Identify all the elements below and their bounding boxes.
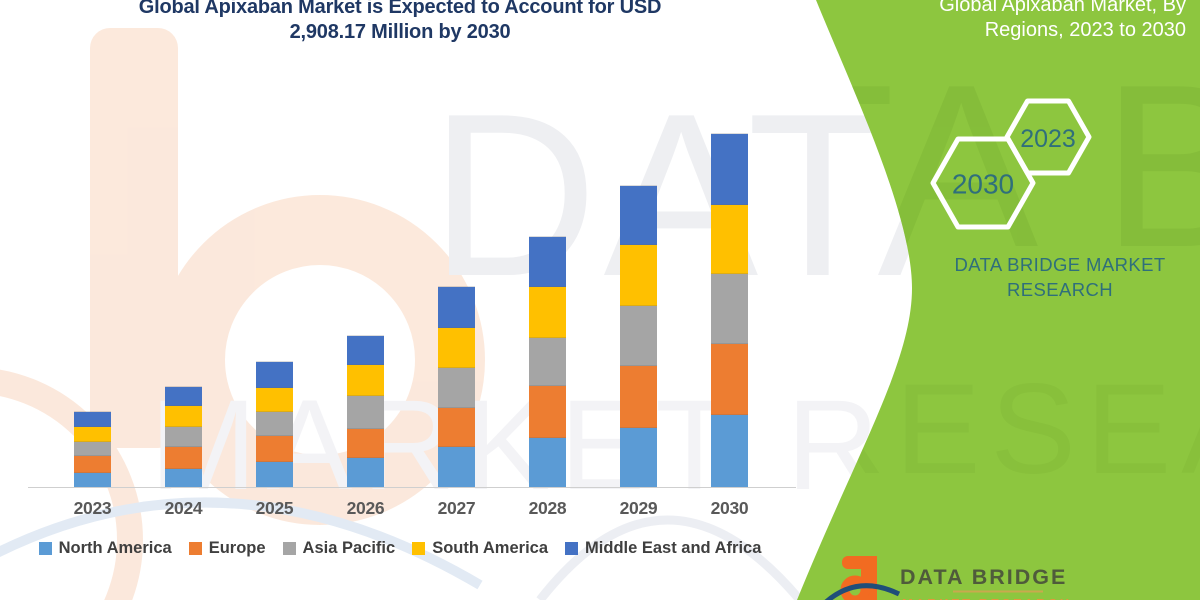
legend-label: Europe [208,539,266,557]
hexagon-2030 [930,136,1036,230]
legend-label: South America [432,539,549,557]
watermark-arc-blue [0,497,483,590]
panel-brand-line1: DATA BRIDGE MARKET [954,254,1166,275]
legend-swatch-europe [188,542,202,555]
chart-title: Global Apixaban Market is Expected to Ac… [40,0,760,45]
legend-item-north-america: North America [38,539,172,558]
footer-logo-name: DATA BRIDGE [900,565,1067,589]
legend-swatch-middle-east-and-africa [565,542,579,555]
panel-watermark-sub: MARKET RESEARCH [156,358,1200,501]
hexagon-2030-label: 2030 [952,169,1014,200]
panel-heading-line2: Regions, 2023 to 2030 [984,18,1186,41]
watermark-arc-gray [536,515,804,600]
panel-brand-line2: RESEARCH [1007,279,1113,300]
panel-heading: Global Apixaban Market, By Regions, 2023… [856,0,1186,42]
footer-logo: DATA BRIDGE MARKET RESEARCH [824,556,1072,600]
watermark-arc-peach [0,369,143,600]
chart-title-line2: 2,908.17 Million by 2030 [289,21,511,43]
legend-swatch-north-america [38,542,52,555]
logo-swoosh [824,583,901,600]
green-panel-shape [797,0,1200,600]
panel-brand: DATA BRIDGE MARKET RESEARCH [935,252,1185,302]
legend-swatch-asia-pacific [282,542,296,555]
hexagon-2023-label: 2023 [1020,125,1076,153]
legend-item-middle-east-and-africa: Middle East and Africa [565,539,761,558]
chart-legend: North America Europe Asia Pacific South Ame… [0,539,800,558]
footer-logo-subtext: MARKET RESEARCH [902,596,1072,600]
legend-item-south-america: South America [412,539,548,558]
legend-swatch-south-america [412,542,426,555]
legend-label: North America [58,539,172,557]
panel-heading-line1: Global Apixaban Market, By [939,0,1186,16]
legend-label: Asia Pacific [302,539,396,557]
legend-item-europe: Europe [188,539,266,558]
legend-item-asia-pacific: Asia Pacific [282,539,396,558]
chart-title-line1: Global Apixaban Market is Expected to Ac… [138,0,662,18]
legend-label: Middle East and Africa [585,539,762,557]
